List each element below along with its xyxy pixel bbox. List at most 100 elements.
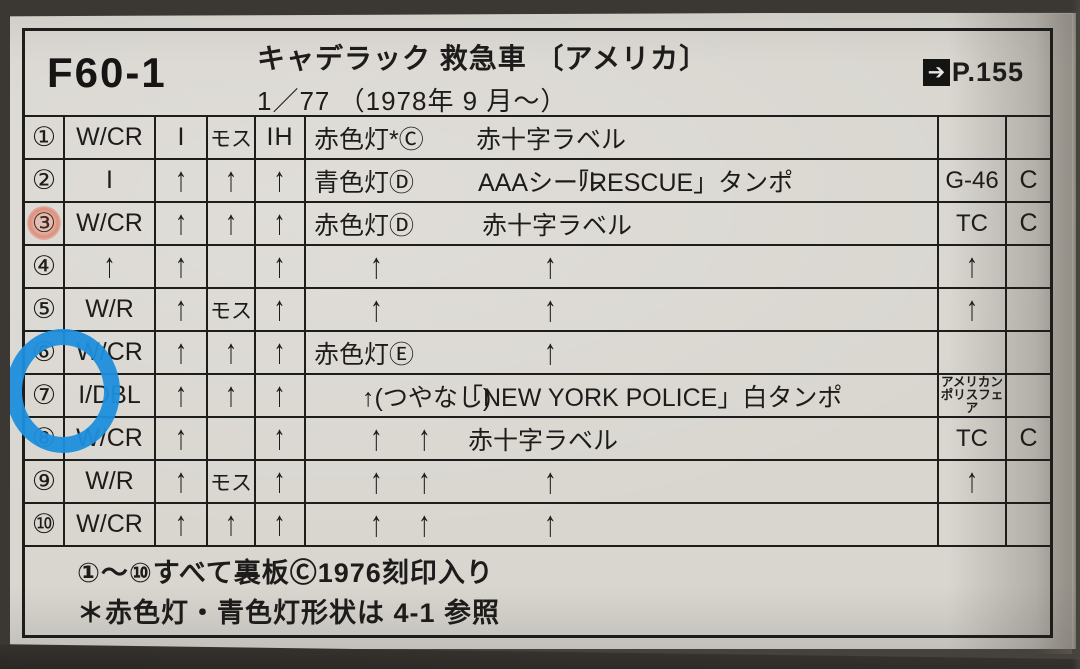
cell-spec1: ↑ — [156, 375, 208, 416]
description-segment: ↑ — [544, 246, 557, 286]
description-segment: ↑ — [544, 461, 557, 501]
page-reference: ➔ P.155 — [922, 57, 1024, 88]
ditto-arrow-icon: ↑ — [544, 289, 557, 330]
cell-mark — [1007, 117, 1050, 158]
cell-spec1: ↑ — [156, 461, 208, 502]
cell-spec2: ↑ — [208, 203, 256, 244]
description-segment: ↑ — [370, 504, 383, 544]
cell-wheel: ↑ — [256, 418, 306, 459]
cell-wheel: ↑ — [256, 461, 306, 502]
table-body: ① W/CR I モス IH 赤色灯*Ⓒ 赤十字ラベル ② I ↑ ↑ ↑ 青色灯Ⓓ AAAシール 「RES… — [25, 117, 1050, 547]
cell-colors: I — [65, 160, 156, 201]
cell-mark — [1007, 332, 1050, 373]
cell-description: ↑ ↑ 赤十字ラベル — [306, 418, 939, 459]
blue-marker-circle — [6, 329, 120, 453]
cell-colors: W/CR — [65, 203, 156, 244]
cell-spec1: ↑ — [156, 504, 208, 545]
cell-spec2: モス — [208, 289, 256, 330]
cell-spec2: モス — [208, 117, 256, 158]
ditto-arrow-icon: ↑ — [175, 461, 187, 501]
title-block: キャデラック 救急車 〔アメリカ〕 1／77 （1978年 9 月～） — [257, 37, 708, 118]
cell-spec1: ↑ — [156, 246, 208, 287]
cell-spec1: ↑ — [156, 332, 208, 373]
cell-colors: W/CR — [65, 117, 156, 158]
ditto-arrow-icon: ↑ — [544, 246, 557, 287]
cell-spec2: ↑ — [208, 160, 256, 201]
cell-description: 赤色灯*Ⓒ 赤十字ラベル — [306, 117, 939, 158]
scale-and-release-date: 1／77 （1978年 9 月～） — [257, 86, 568, 116]
ditto-arrow-icon: ↑ — [273, 418, 287, 458]
ditto-arrow-icon: ↑ — [175, 504, 187, 544]
cell-row-number: ① — [25, 117, 65, 158]
ditto-arrow-icon: ↑ — [418, 418, 431, 459]
description-segment: ↑ — [418, 461, 431, 501]
table-row: ④ ↑ ↑ ↑ ↑ ↑ ↑ — [25, 246, 1050, 289]
ditto-arrow-icon: ↑ — [273, 504, 287, 544]
cell-note: TC — [939, 418, 1007, 459]
footer-note-2: ＊赤色灯・青色灯形状は 4-1 参照 — [77, 598, 501, 628]
description-segment: ↑ — [544, 504, 557, 544]
page-curve-shadow — [1036, 14, 1072, 654]
cell-description: 赤色灯Ⓓ 赤十字ラベル — [306, 203, 939, 244]
description-segment: 赤色灯*Ⓒ — [314, 125, 424, 154]
cell-wheel: ↑ — [256, 203, 306, 244]
cell-description: ↑ ↑ — [306, 246, 939, 287]
table-row: ① W/CR I モス IH 赤色灯*Ⓒ 赤十字ラベル — [25, 117, 1050, 160]
ditto-arrow-icon: ↑ — [175, 203, 187, 243]
ditto-arrow-icon: ↑ — [175, 246, 187, 286]
description-segment: AAAシール — [478, 168, 604, 197]
ditto-arrow-icon: ↑ — [544, 504, 557, 545]
ditto-arrow-icon: ↑ — [273, 375, 287, 415]
description-segment: 赤色灯Ⓓ — [314, 211, 415, 240]
cell-note — [939, 504, 1007, 545]
ditto-arrow-icon: ↑ — [370, 289, 383, 330]
footer-note-1: ①～⑩すべて裏板Ⓒ1976刻印入り — [77, 558, 494, 588]
description-segment: ↑ — [370, 246, 383, 286]
cell-note: アメリカン ポリスフェア — [939, 375, 1007, 416]
description-segment: 赤色灯Ⓔ — [314, 340, 415, 369]
cell-note: TC — [939, 203, 1007, 244]
cell-wheel: ↑ — [256, 289, 306, 330]
table-row: ⑤ W/R ↑ モス ↑ ↑ ↑ ↑ — [25, 289, 1050, 332]
ditto-arrow-icon: ↑ — [103, 246, 116, 286]
description-segment: ↑ — [418, 504, 431, 544]
cell-mark — [1007, 504, 1050, 545]
description-segment: ↑ — [418, 418, 431, 458]
ditto-arrow-icon: ↑ — [175, 289, 187, 329]
cell-row-number: ⑤ — [25, 289, 65, 330]
description-segment: ↑ — [370, 289, 383, 329]
cell-colors: ↑ — [65, 246, 156, 287]
ditto-arrow-icon: ↑ — [175, 160, 187, 200]
ditto-arrow-icon: ↑ — [273, 461, 287, 501]
cell-note — [939, 332, 1007, 373]
ditto-arrow-icon: ↑ — [273, 203, 287, 243]
cell-description: ↑ ↑ — [306, 289, 939, 330]
cell-colors: W/R — [65, 461, 156, 502]
cell-row-number: ④ — [25, 246, 65, 287]
cell-row-number: ⑩ — [25, 504, 65, 545]
arrow-right-icon: ➔ — [922, 59, 950, 86]
ditto-arrow-icon: ↑ — [370, 246, 383, 287]
cell-row-number: ② — [25, 160, 65, 201]
cell-note — [939, 117, 1007, 158]
table-header: F60-1 キャデラック 救急車 〔アメリカ〕 1／77 （1978年 9 月～… — [25, 31, 1050, 117]
ditto-arrow-icon: ↑ — [175, 418, 187, 458]
cell-spec2: ↑ — [208, 504, 256, 545]
description-segment: 赤十字ラベル — [468, 426, 619, 455]
ditto-arrow-icon: ↑ — [175, 332, 187, 372]
cell-colors: W/CR — [65, 504, 156, 545]
cell-wheel: ↑ — [256, 504, 306, 545]
description-segment: 「RESCUE」タンポ — [564, 168, 794, 197]
table-row: ② I ↑ ↑ ↑ 青色灯Ⓓ AAAシール 「RESCUE」タンポ G-46 C — [25, 160, 1050, 203]
cell-wheel: ↑ — [256, 246, 306, 287]
cell-spec2 — [208, 246, 256, 287]
ditto-arrow-icon: ↑ — [273, 246, 287, 286]
ditto-arrow-icon: ↑ — [225, 375, 237, 415]
ditto-arrow-icon: ↑ — [273, 160, 287, 200]
cell-description: ↑ ↑ ↑ — [306, 504, 939, 545]
cell-spec1: ↑ — [156, 203, 208, 244]
cell-description: 赤色灯Ⓔ ↑ — [306, 332, 939, 373]
ditto-arrow-icon: ↑ — [418, 504, 431, 545]
ditto-arrow-icon: ↑ — [370, 418, 383, 459]
